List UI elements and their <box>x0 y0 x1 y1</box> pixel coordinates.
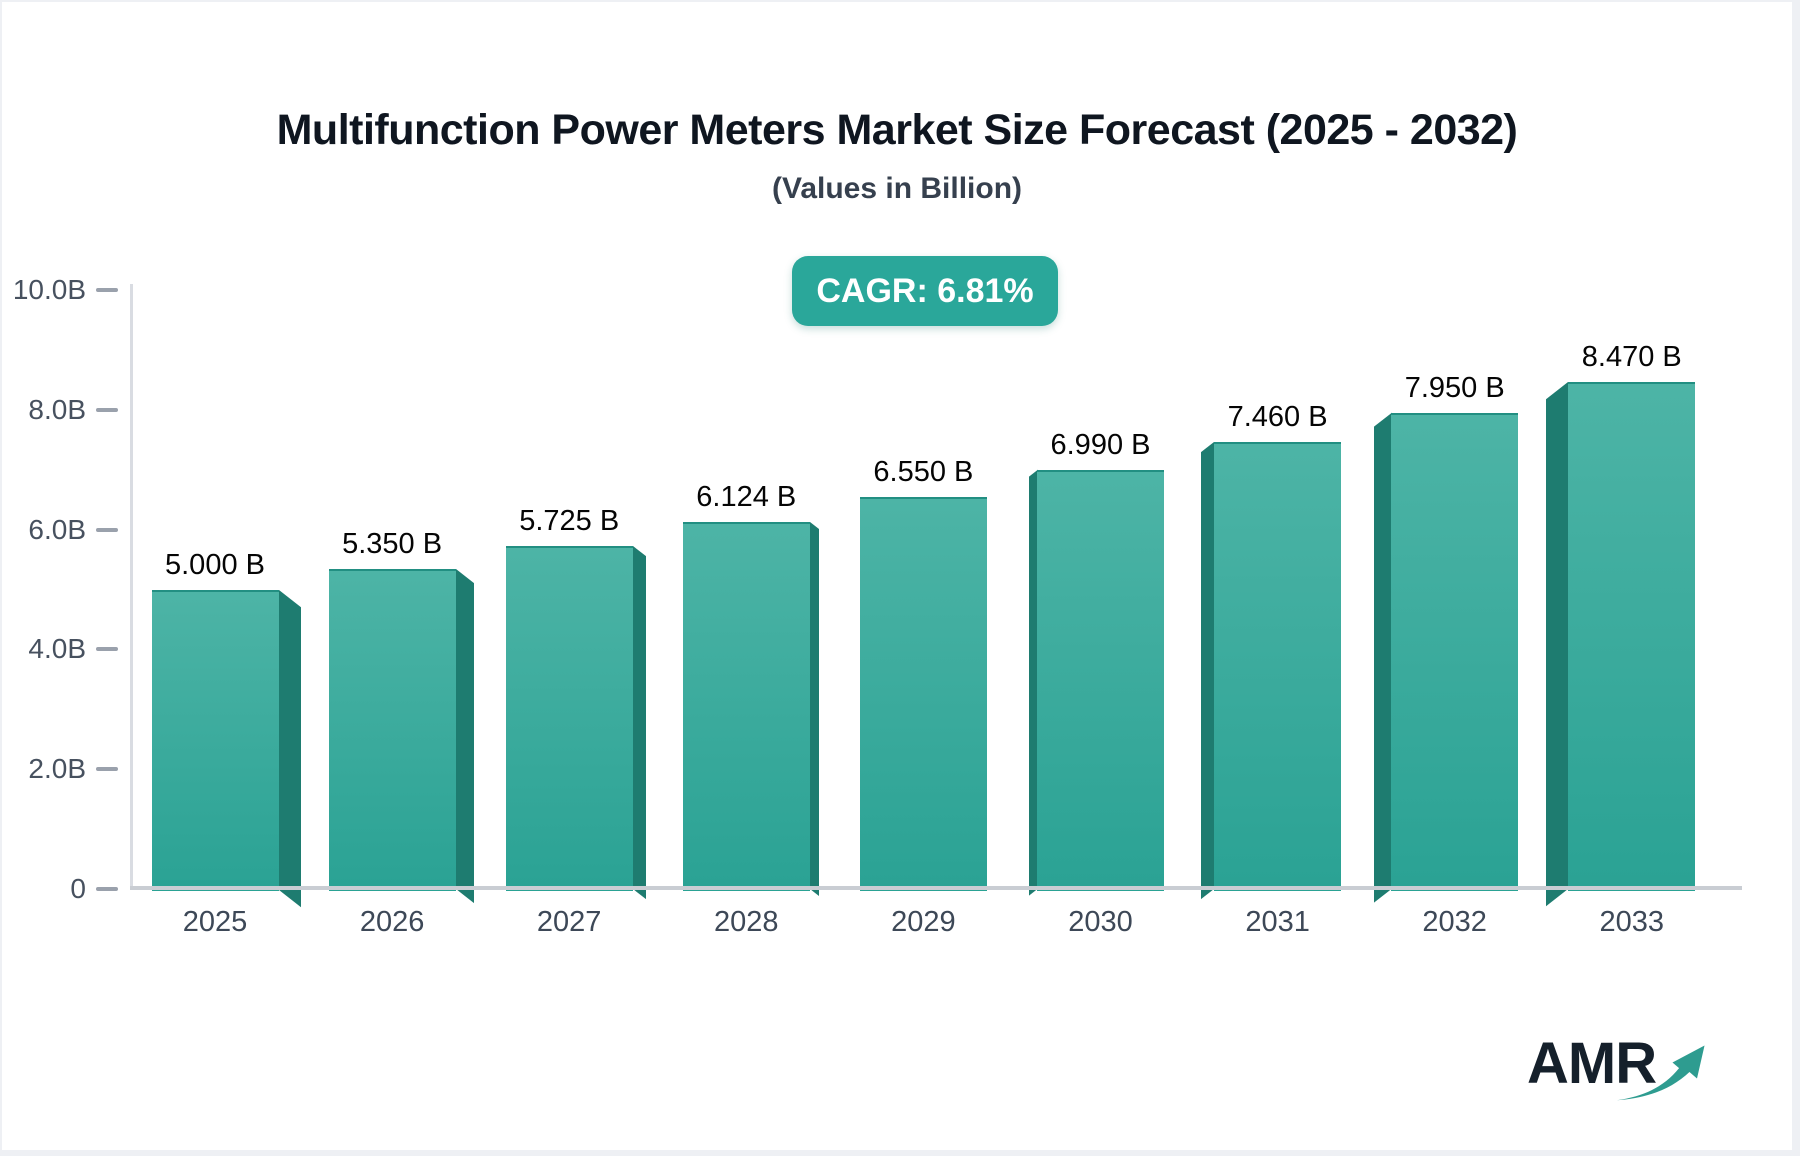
amr-logo-text: AMR <box>1527 1031 1657 1096</box>
y-tick-dash <box>96 527 118 532</box>
bar-value-label: 6.990 B <box>1050 429 1151 462</box>
x-tick-label: 2029 <box>891 906 956 938</box>
cagr-badge-label: CAGR: 6.81% <box>816 271 1034 310</box>
x-axis-line <box>130 886 1742 890</box>
y-axis-line <box>130 284 133 889</box>
y-tick-label: 8.0B <box>28 393 86 425</box>
bar-side <box>278 589 301 907</box>
y-tick-label: 4.0B <box>28 633 86 665</box>
bar-face <box>505 546 633 891</box>
cagr-badge: CAGR: 6.81% <box>792 256 1058 326</box>
bar-face <box>1214 442 1342 891</box>
bar-value-label: 8.470 B <box>1581 340 1682 373</box>
x-tick-label: 2025 <box>182 906 248 938</box>
bar-value-label: 5.725 B <box>519 505 620 538</box>
y-tick-label: 0 <box>70 873 86 904</box>
bar-face <box>859 496 987 891</box>
bar-side <box>1546 381 1569 907</box>
bar-side <box>632 546 646 900</box>
y-tick-dash <box>96 887 118 891</box>
bar-value-label: 7.460 B <box>1227 401 1328 434</box>
bar-value-label: 5.350 B <box>342 527 443 560</box>
chart-subtitle: (Values in Billion) <box>771 172 1023 205</box>
bar-face <box>682 522 810 891</box>
bar-face <box>1037 470 1164 891</box>
bar-value-label: 5.000 B <box>165 548 265 581</box>
growth-arrow-icon <box>1616 1045 1705 1101</box>
x-tick-label: 2033 <box>1599 906 1665 938</box>
x-tick-label: 2028 <box>714 906 779 938</box>
bar-face <box>1391 412 1519 891</box>
chart-title: Multifunction Power Meters Market Size F… <box>276 106 1518 154</box>
y-tick-label: 2.0B <box>28 753 86 785</box>
bar-side <box>1028 470 1037 896</box>
bar-face <box>151 589 279 891</box>
y-tick-dash <box>96 288 118 292</box>
y-tick-dash <box>96 647 118 652</box>
amr-logo: AMR <box>1527 1030 1737 1110</box>
bar-face <box>328 568 456 891</box>
bar-face <box>1568 381 1696 891</box>
x-tick-label: 2027 <box>536 906 602 938</box>
bar-value-label: 7.950 B <box>1404 371 1505 404</box>
x-tick-label: 2032 <box>1422 906 1487 938</box>
y-tick-label: 6.0B <box>28 513 86 545</box>
bar-value-label: 6.124 B <box>696 481 797 514</box>
x-tick-label: 2031 <box>1245 906 1310 938</box>
bar-side <box>455 568 474 903</box>
y-tick-label: 10.0B <box>12 274 86 305</box>
bar-value-label: 6.550 B <box>873 455 974 488</box>
bar-side <box>1373 412 1392 903</box>
bar-side <box>809 522 819 896</box>
bar-side <box>1201 442 1215 900</box>
x-tick-label: 2030 <box>1068 906 1133 938</box>
y-tick-dash <box>96 767 118 772</box>
y-tick-dash <box>96 407 118 412</box>
x-tick-label: 2026 <box>359 906 425 938</box>
